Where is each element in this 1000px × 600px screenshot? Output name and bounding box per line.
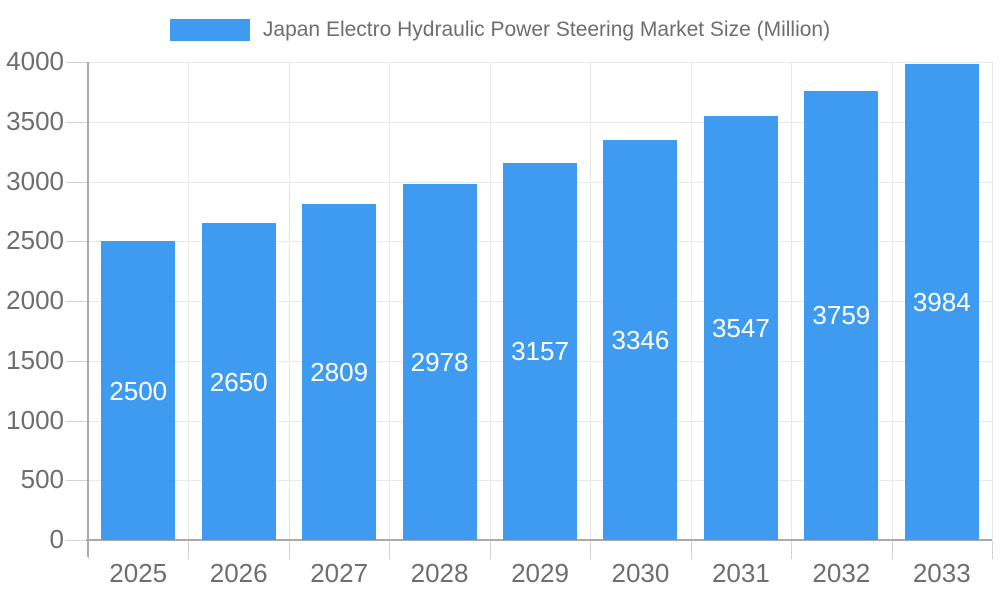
bar[interactable]: 3346 <box>603 140 678 540</box>
y-axis-tick <box>66 121 88 123</box>
y-axis-label: 2500 <box>6 225 64 256</box>
bar[interactable]: 2650 <box>201 223 276 540</box>
y-axis-tick <box>66 181 88 183</box>
bar-value-label: 3984 <box>912 286 971 317</box>
y-axis-tick <box>66 62 88 63</box>
v-gridline <box>188 62 190 540</box>
x-axis-tick <box>188 541 190 559</box>
bar[interactable]: 3984 <box>904 63 979 540</box>
x-axis-tick <box>992 541 993 559</box>
legend[interactable]: Japan Electro Hydraulic Power Steering M… <box>0 18 1000 42</box>
bar[interactable]: 3547 <box>703 116 778 540</box>
x-axis-label: 2032 <box>812 558 871 588</box>
y-axis-label: 4000 <box>6 45 64 76</box>
x-axis-tick <box>690 541 692 559</box>
v-gridline <box>992 62 993 540</box>
x-axis-label: 2030 <box>611 558 670 588</box>
bar[interactable]: 3157 <box>503 162 577 540</box>
y-axis-label: 3500 <box>6 105 64 136</box>
bar-value-label: 3547 <box>711 313 770 344</box>
x-axis-label: 2026 <box>209 558 268 588</box>
v-gridline <box>389 62 391 540</box>
y-axis-tick <box>66 360 88 362</box>
x-axis-label: 2033 <box>912 558 971 588</box>
bar-value-label: 2978 <box>410 347 469 378</box>
x-axis-tick <box>389 541 391 559</box>
x-axis-tick <box>288 541 290 559</box>
y-axis-tick <box>66 420 88 422</box>
y-axis-tick <box>66 540 88 541</box>
x-axis-tick <box>791 541 793 559</box>
x-axis-label: 2028 <box>410 558 469 588</box>
h-gridline <box>88 62 992 63</box>
x-axis-label: 2027 <box>310 558 369 588</box>
y-axis-label: 1000 <box>6 404 64 435</box>
bar[interactable]: 2978 <box>402 184 477 540</box>
v-gridline <box>791 62 793 540</box>
x-axis-label: 2029 <box>511 558 569 588</box>
legend-swatch <box>169 19 250 41</box>
bar-value-label: 2650 <box>209 366 268 397</box>
y-axis-label: 1500 <box>6 344 64 375</box>
chart-title: Japan Electro Hydraulic Power Steering M… <box>262 18 831 41</box>
x-axis-tick <box>489 541 491 559</box>
x-axis-label: 2025 <box>109 558 168 588</box>
x-axis-tick <box>891 541 893 559</box>
v-gridline <box>489 62 491 540</box>
bar[interactable]: 2500 <box>101 241 176 540</box>
v-gridline <box>590 62 592 540</box>
v-gridline <box>891 62 893 540</box>
y-axis-tick <box>66 241 88 243</box>
bar[interactable]: 3759 <box>804 90 879 540</box>
x-axis-tick <box>590 541 592 559</box>
y-axis-label: 500 <box>20 464 64 495</box>
y-axis-tick <box>66 480 88 482</box>
bar-value-label: 2809 <box>310 357 369 388</box>
bar-value-label: 3346 <box>611 325 670 356</box>
bar-value-label: 3157 <box>511 336 569 367</box>
y-axis-label: 2000 <box>6 284 64 315</box>
x-axis-line <box>86 539 992 541</box>
bar-value-label: 2500 <box>109 375 168 406</box>
x-axis-label: 2031 <box>711 558 770 588</box>
bar-value-label: 3759 <box>812 300 871 331</box>
h-gridline <box>88 121 992 123</box>
v-gridline <box>690 62 692 540</box>
bar[interactable]: 2809 <box>302 204 377 540</box>
y-axis-label: 3000 <box>6 165 64 196</box>
y-axis-tick <box>66 301 88 302</box>
y-axis-label: 0 <box>49 523 64 554</box>
y-axis-line <box>87 62 89 557</box>
v-gridline <box>288 62 290 540</box>
